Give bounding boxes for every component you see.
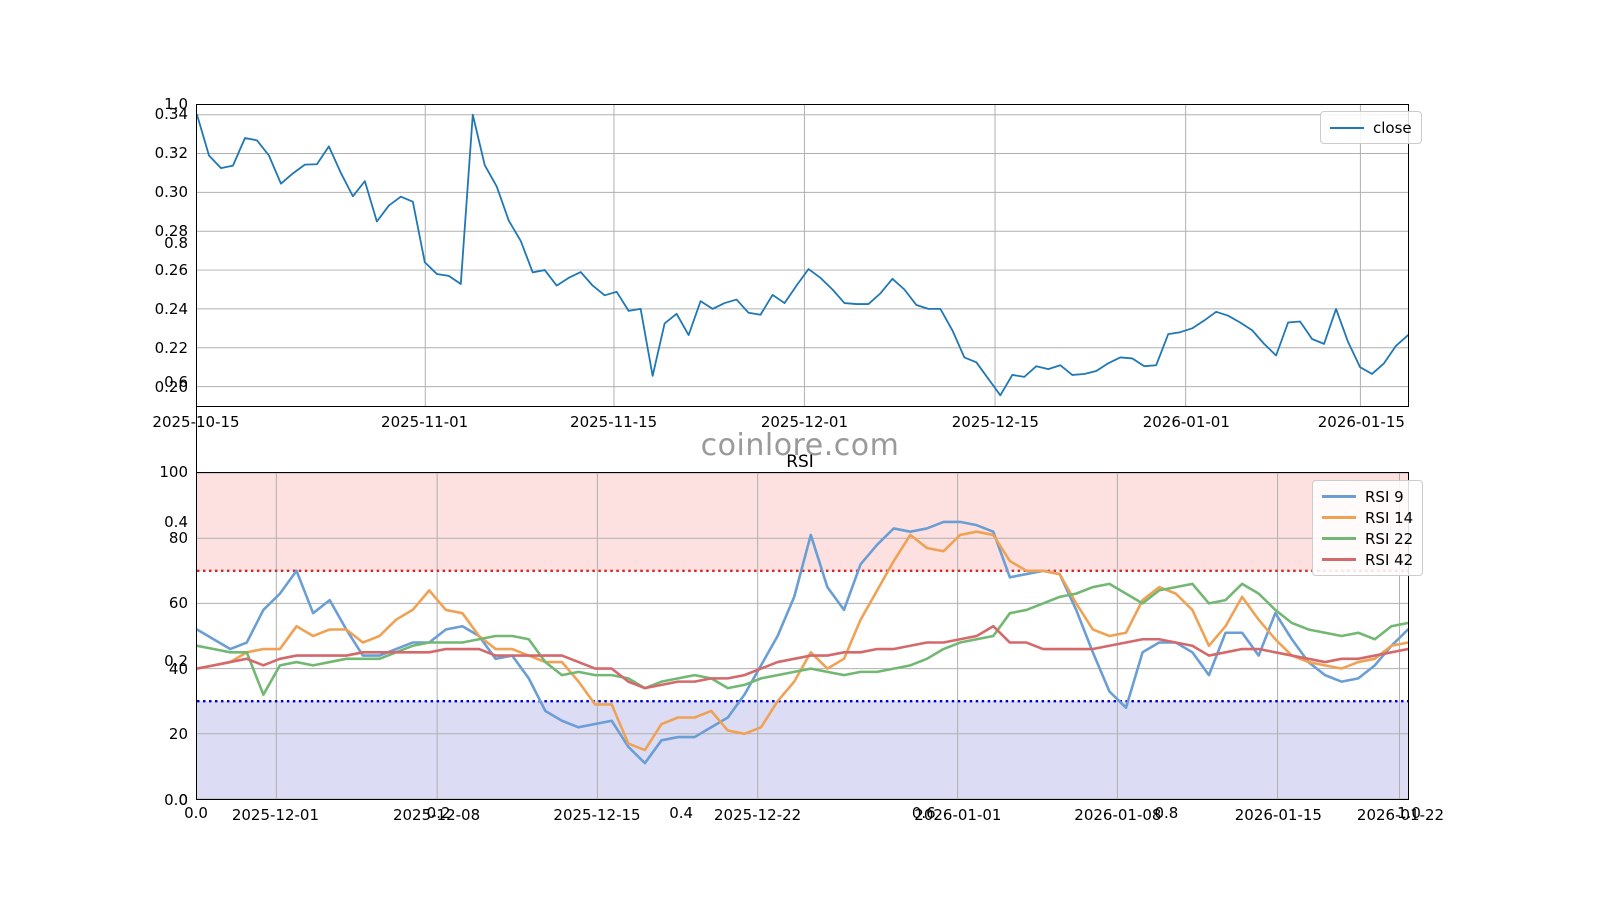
background-axis-spine [196,104,197,800]
price-ytick: 0.20 [154,378,188,397]
background-ytick: 0.0 [164,791,188,809]
rsi-ytick: 20 [168,725,188,744]
rsi-xtick: 2025-12-15 [553,806,641,824]
rsi-series-rsi-14 [197,530,1408,752]
price-ytick: 0.32 [154,143,188,162]
price-ytick: 0.24 [154,300,188,319]
price-xtick: 2025-12-15 [951,413,1039,431]
rsi-shaded-band [197,473,1408,571]
rsi-ytick: 80 [168,528,188,547]
rsi-ytick: 60 [168,594,188,613]
price-xtick: 2025-12-01 [760,413,849,431]
rsi-series-rsi-22 [197,582,1408,696]
price-line-chart [197,105,1408,406]
price-xtick: 2026-01-01 [1142,413,1230,431]
price-xtick: 2025-11-15 [570,413,658,431]
price-ytick: 0.30 [154,182,188,201]
rsi-chart-title: RSI [786,452,814,472]
legend-label: RSI 9 [1365,487,1404,506]
legend-item[interactable]: RSI 14 [1322,507,1413,528]
rsi-chart-legend[interactable]: RSI 9 RSI 14 RSI 22 RSI 42 [1312,480,1424,576]
legend-item[interactable]: RSI 9 [1322,486,1413,507]
legend-item[interactable]: RSI 42 [1322,549,1413,570]
price-ytick: 0.22 [154,339,188,358]
price-ytick: 0.34 [154,104,188,123]
price-chart-plot-area [196,104,1409,407]
price-ytick: 0.26 [154,261,188,280]
watermark-text: coinlore.com [700,428,900,463]
rsi-ytick: 0 [178,791,188,809]
price-series-close [197,113,1408,397]
rsi-line-chart [197,473,1408,799]
rsi-xtick: 2026-01-08 [1074,806,1162,824]
background-ytick: 1.0 [164,95,188,113]
legend-item[interactable]: RSI 22 [1322,528,1413,549]
legend-label: close [1373,118,1412,137]
price-xtick: 2025-10-15 [152,413,240,431]
price-ytick: 0.28 [154,222,188,241]
rsi-xtick: 2026-01-15 [1234,806,1322,824]
rsi-series-rsi-42 [197,624,1408,690]
price-chart-legend[interactable]: close [1320,111,1422,144]
rsi-xtick: 2026-01-22 [1356,806,1445,824]
rsi-shaded-band [197,701,1408,799]
legend-item[interactable]: close [1330,117,1412,138]
legend-color-swatch [1322,558,1356,561]
legend-label: RSI 14 [1365,508,1414,527]
legend-color-swatch [1322,516,1356,519]
background-xtick: 0.4 [669,804,694,822]
rsi-ytick: 40 [168,659,188,678]
rsi-chart-plot-area [196,472,1409,800]
rsi-xtick: 2025-12-22 [714,806,802,824]
background-xtick: 0.0 [184,804,208,822]
price-xtick: 2026-01-15 [1317,413,1405,431]
background-xtick: 0.6 [911,804,936,822]
background-ytick: 0.2 [164,651,188,670]
background-ytick: 0.4 [164,512,188,531]
background-ytick: 0.6 [164,373,188,392]
legend-color-swatch [1330,126,1364,129]
legend-color-swatch [1322,537,1356,540]
background-xtick: 0.2 [426,804,451,822]
legend-label: RSI 22 [1365,529,1414,548]
rsi-ytick: 100 [159,463,188,481]
background-xtick: 1.0 [1397,804,1421,822]
rsi-xtick: 2025-12-08 [392,806,481,824]
rsi-xtick: 2025-12-01 [231,806,320,824]
background-xtick: 0.8 [1154,804,1179,822]
rsi-series-rsi-9 [197,520,1408,765]
legend-label: RSI 42 [1365,550,1414,569]
background-ytick: 0.8 [164,234,188,253]
price-xtick: 2025-11-01 [381,413,469,431]
rsi-xtick: 2026-01-01 [914,806,1002,824]
legend-color-swatch [1322,495,1356,498]
